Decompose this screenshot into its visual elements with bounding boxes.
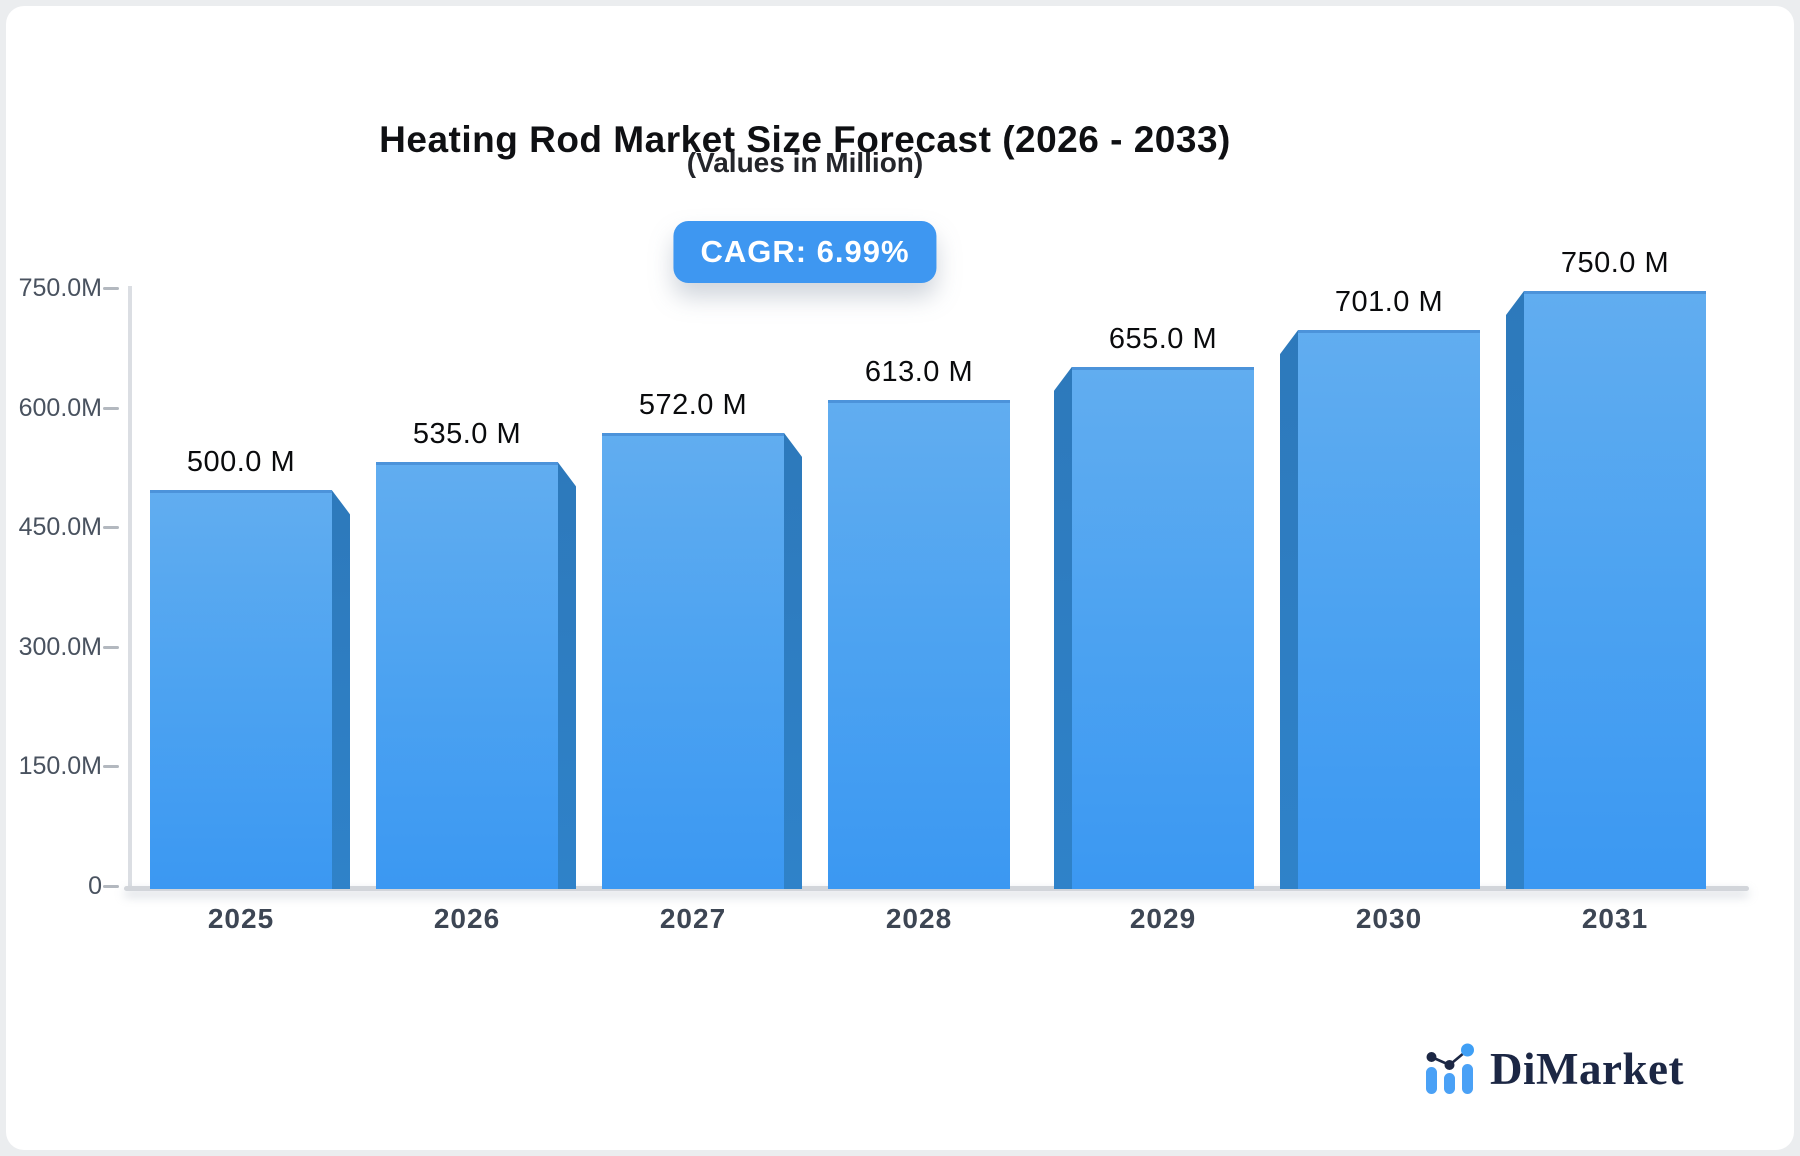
brand-logo: DiMarket <box>1423 1040 1684 1098</box>
bar-value-label: 750.0 M <box>1560 247 1670 279</box>
x-axis-label: 2026 <box>433 903 501 934</box>
bar-value-label: 655.0 M <box>1108 322 1218 355</box>
bar-side-face <box>1506 291 1524 889</box>
x-axis-label: 2028 <box>885 903 953 934</box>
y-axis-line <box>128 286 132 887</box>
mini-bar-chart-logo-icon <box>1426 1043 1474 1094</box>
x-axis-label: 2027 <box>659 903 727 934</box>
y-axis-tick <box>103 645 119 649</box>
y-axis-tick <box>103 406 119 410</box>
y-axis-label: 450.0M <box>18 513 102 542</box>
chart-subtitle: (Values in Million) <box>686 147 924 178</box>
y-axis-tick <box>103 885 119 888</box>
bar-side-face <box>784 432 802 889</box>
y-axis-tick <box>103 765 119 769</box>
y-axis-label: 600.0M <box>18 393 102 422</box>
y-axis-label: 750.0M <box>18 274 102 302</box>
bar-side-face <box>1280 330 1298 889</box>
bar-value-label: 613.0 M <box>864 356 974 389</box>
y-axis-label: 0 <box>88 872 102 900</box>
bar-2025 <box>150 490 332 889</box>
bar-value-label: 535.0 M <box>412 418 522 451</box>
y-axis-label: 300.0M <box>18 632 102 661</box>
bar-2031 <box>1524 291 1706 889</box>
brand-name: DiMarket <box>1490 1044 1684 1094</box>
bar-2026 <box>376 462 558 889</box>
x-axis-label: 2029 <box>1129 903 1197 934</box>
x-axis-label: 2031 <box>1581 903 1649 934</box>
bar-side-face <box>558 462 576 889</box>
bar-value-label: 701.0 M <box>1334 286 1444 319</box>
bar-value-label: 500.0 M <box>186 446 296 479</box>
chart-title: Heating Rod Market Size Forecast (2026 -… <box>379 118 1231 160</box>
x-axis-label: 2030 <box>1355 903 1423 934</box>
y-axis-tick <box>103 287 119 290</box>
x-axis-label: 2025 <box>207 903 275 934</box>
bar-2028 <box>828 400 1010 889</box>
bar-2030 <box>1298 330 1480 889</box>
bar-side-face <box>332 490 350 889</box>
y-axis-tick <box>103 526 119 530</box>
cagr-badge: CAGR: 6.99% <box>673 221 937 283</box>
y-axis-label: 150.0M <box>18 752 102 781</box>
bar-value-label: 572.0 M <box>638 388 748 421</box>
bar-side-face <box>1054 366 1072 889</box>
bar-2029 <box>1072 366 1254 889</box>
bar-2027 <box>602 432 784 889</box>
